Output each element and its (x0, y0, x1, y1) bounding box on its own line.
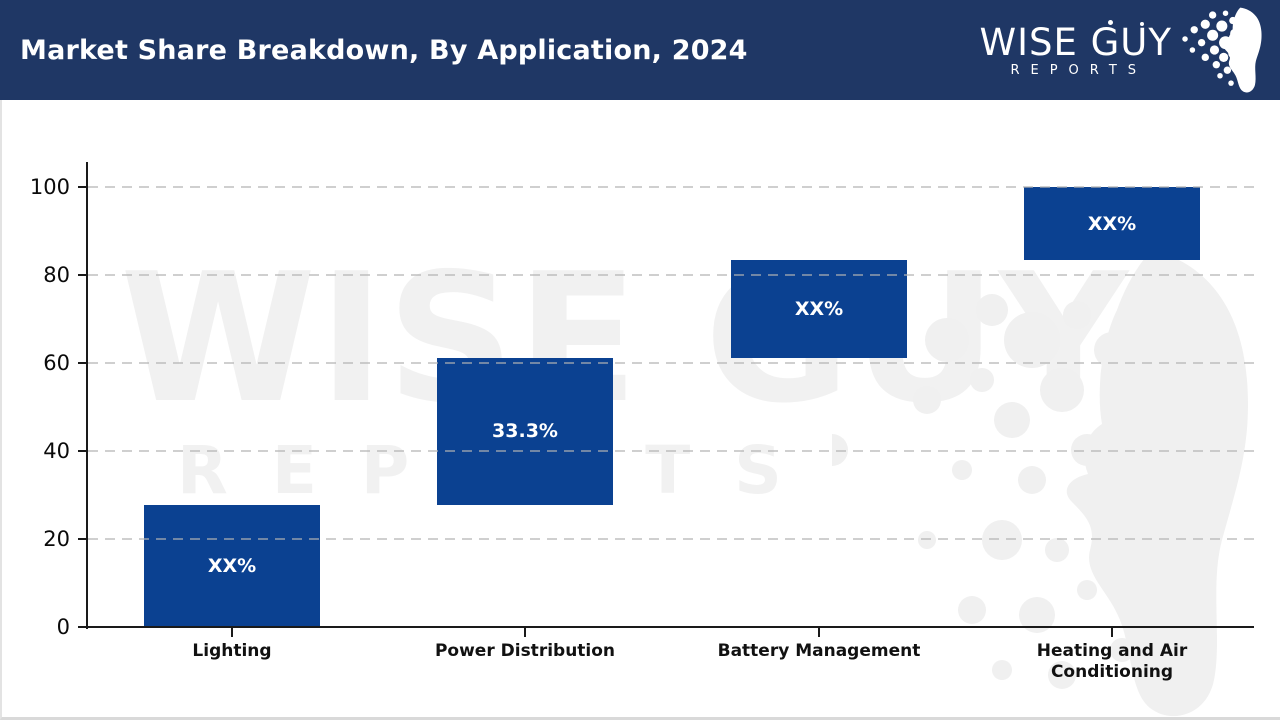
brand-logo: WISE GUY REPORTS (980, 4, 1266, 96)
chart-area: WISE GUY REPORTS 020406080100XX%Lighting… (0, 100, 1280, 720)
gridline (88, 186, 1254, 188)
bar-segment: 33.3% (437, 358, 613, 505)
x-tick-mark (231, 628, 233, 637)
logo-subtext: REPORTS (1010, 62, 1148, 78)
logo-text: WISE GUY REPORTS (979, 19, 1172, 78)
bar-segment: XX% (144, 504, 320, 627)
y-tick-label: 20 (43, 527, 70, 551)
x-category-label: Power Distribution (434, 641, 616, 661)
y-tick-mark (78, 450, 87, 452)
gridline (88, 450, 1254, 452)
x-tick-mark (818, 628, 820, 637)
x-tick-mark (524, 628, 526, 637)
watermark-head-graphic (832, 250, 1248, 717)
x-category-label: Lighting (192, 641, 272, 661)
y-tick-label: 100 (29, 175, 70, 199)
logo-wordmark: WISE GUY (979, 20, 1172, 64)
y-tick-label: 80 (43, 263, 70, 287)
bar-segment: XX% (731, 260, 907, 359)
y-tick-label: 40 (43, 439, 70, 463)
x-tick-mark (1111, 628, 1113, 637)
x-category-label: Heating and Air Conditioning (1036, 641, 1188, 682)
bar-chart: 0 20 40 60 80 100 XX% Lighting 33.3% Power Distri… (2, 100, 1280, 717)
x-axis-line (86, 626, 1254, 628)
y-tick-mark (78, 362, 87, 364)
bar-value-label: XX% (794, 298, 844, 321)
bar-value-label: XX% (1087, 212, 1137, 235)
y-tick-mark (78, 186, 87, 188)
y-tick-mark (78, 274, 87, 276)
y-tick-label: 0 (56, 615, 70, 639)
logo-accent-dot (1107, 19, 1113, 25)
header-bar: Market Share Breakdown, By Application, … (0, 0, 1280, 100)
gridline (88, 362, 1254, 364)
y-tick-label: 60 (43, 351, 70, 375)
y-axis-line (86, 162, 88, 629)
logo-accent-dot (1139, 21, 1144, 26)
gridline (88, 274, 1254, 276)
bar-value-label: XX% (207, 554, 257, 577)
y-tick-mark (78, 626, 87, 628)
gridline (88, 538, 1254, 540)
y-tick-mark (78, 538, 87, 540)
bar-segment: XX% (1024, 187, 1200, 261)
page-title: Market Share Breakdown, By Application, … (20, 34, 748, 66)
bar-value-label: 33.3% (492, 420, 558, 443)
logo-head-icon (1182, 7, 1262, 93)
x-category-label: Battery Management (717, 641, 921, 661)
